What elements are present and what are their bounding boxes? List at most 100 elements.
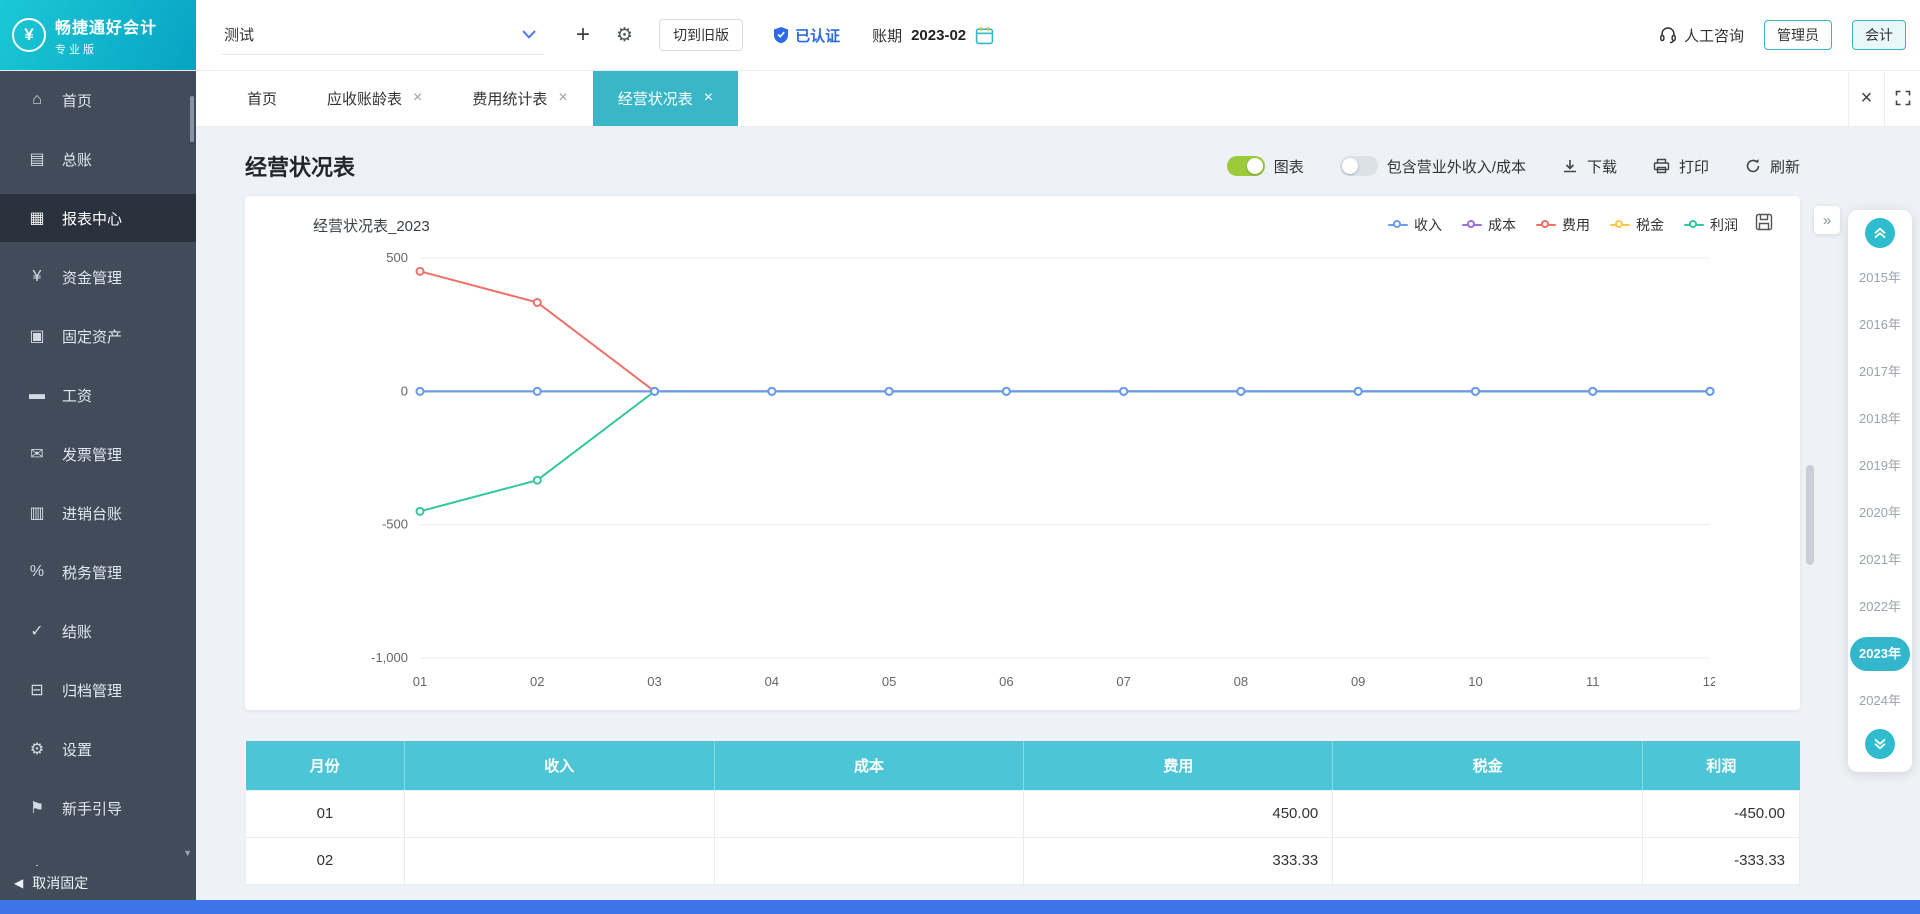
include-nonoperating-toggle[interactable]	[1339, 156, 1378, 176]
sidebar-item-inventory-ledger[interactable]: ▥ 进销台账	[0, 489, 196, 537]
legend-label: 税金	[1636, 217, 1664, 233]
year-item-2020[interactable]: 2020年	[1859, 505, 1901, 520]
svg-text:09: 09	[1351, 674, 1365, 689]
year-item-2022[interactable]: 2022年	[1859, 599, 1901, 614]
tab-list: 首页 应收账龄表 × 费用统计表 × 经营状况表 ×	[196, 70, 739, 126]
app-subtitle: 专业版	[55, 43, 97, 56]
sidebar-item-archive[interactable]: ⊟ 归档管理	[0, 666, 196, 714]
legend-item-税金[interactable]: 税金	[1610, 215, 1664, 235]
download-button[interactable]: 下载	[1562, 156, 1617, 177]
table-cell: 02	[245, 836, 405, 885]
gear-icon[interactable]: ⚙	[616, 24, 634, 46]
legend-label: 成本	[1488, 217, 1516, 233]
svg-text:500: 500	[386, 250, 408, 265]
legend-item-收入[interactable]: 收入	[1388, 215, 1442, 235]
main-scrollbar-thumb[interactable]	[1806, 465, 1814, 565]
fullscreen-icon	[1895, 90, 1910, 106]
sidebar-item-tax[interactable]: % 税务管理	[0, 548, 196, 596]
account-set-select[interactable]: 测试	[222, 15, 544, 55]
tab-label: 费用统计表	[472, 90, 548, 108]
year-item-2023[interactable]: 2023年	[1850, 637, 1910, 671]
fullscreen-button[interactable]	[1884, 70, 1920, 126]
sidebar-item-settings[interactable]: ⚙ 设置	[0, 725, 196, 773]
tab-close-icon[interactable]: ×	[413, 89, 423, 106]
svg-text:06: 06	[999, 674, 1013, 689]
legend-item-成本[interactable]: 成本	[1462, 215, 1516, 235]
collapse-left-icon: ◀	[14, 876, 24, 890]
year-item-2019[interactable]: 2019年	[1859, 458, 1901, 473]
sidebar-item-invoice[interactable]: ✉ 发票管理	[0, 430, 196, 478]
report-controls: 图表 包含营业外收入/成本 下载 打印 刷新	[1226, 156, 1800, 177]
year-item-2018[interactable]: 2018年	[1859, 411, 1901, 426]
tab-label: 经营状况表	[617, 90, 693, 108]
print-label: 打印	[1678, 158, 1709, 176]
table-header-cell: 税金	[1332, 741, 1644, 790]
legend-item-费用[interactable]: 费用	[1536, 215, 1590, 235]
sidebar-item-fixed-assets[interactable]: ▣ 固定资产	[0, 312, 196, 360]
year-jump-up-button[interactable]	[1865, 218, 1895, 248]
sidebar-item-label: 设置	[62, 741, 93, 759]
year-panel: 2015年 2016年 2017年 2018年 2019年 2020年 2021年 2022年…	[1848, 210, 1912, 772]
sidebar-item-report-center[interactable]: ▦ 报表中心	[0, 194, 196, 242]
tab-2[interactable]: 费用统计表 ×	[447, 70, 592, 126]
download-icon	[1563, 160, 1576, 173]
tab-close-icon[interactable]: ×	[703, 89, 714, 106]
app-title: 畅捷通好会计	[55, 19, 158, 37]
include-toggle-control: 包含营业外收入/成本	[1339, 156, 1526, 177]
table-header-row: 月份 收入 成本 费用 税金 利润	[245, 741, 1800, 790]
table-row: 02 333.33 -333.33	[245, 836, 1800, 885]
print-button[interactable]: 打印	[1653, 156, 1709, 177]
year-jump-down-button[interactable]	[1865, 729, 1895, 759]
archive-icon: ⊟	[30, 682, 44, 699]
year-item-2015[interactable]: 2015年	[1859, 270, 1901, 285]
include-toggle-label: 包含营业外收入/成本	[1386, 158, 1526, 176]
guide-icon: ⚑	[29, 800, 45, 817]
year-item-2021[interactable]: 2021年	[1859, 552, 1901, 567]
legend-marker-icon	[1610, 220, 1630, 230]
chart-legend: 收入 成本 费用 税金 利润	[1388, 215, 1738, 235]
sidebar-item-label: 税务管理	[62, 564, 123, 582]
year-item-2016[interactable]: 2016年	[1859, 317, 1901, 332]
invoice-icon: ✉	[30, 446, 44, 463]
sidebar-item-guide[interactable]: ⚑ 新手引导	[0, 784, 196, 832]
certified-badge[interactable]: 已认证	[773, 25, 840, 46]
sidebar-item-payroll[interactable]: ▬ 工资	[0, 371, 196, 419]
legend-item-利润[interactable]: 利润	[1684, 215, 1738, 235]
unpin-sidebar-button[interactable]: ◀ 取消固定	[0, 866, 196, 900]
tab-3[interactable]: 经营状况表 ×	[592, 70, 739, 126]
refresh-button[interactable]: 刷新	[1745, 156, 1800, 177]
chart-toggle-label: 图表	[1273, 158, 1304, 176]
year-item-2024[interactable]: 2024年	[1859, 693, 1901, 708]
calendar-icon[interactable]	[975, 26, 994, 45]
collapse-year-panel-button[interactable]: »	[1814, 206, 1840, 234]
chart-toggle-control: 图表	[1226, 156, 1304, 177]
role-button[interactable]: 会计	[1852, 20, 1906, 50]
support-link[interactable]: 人工咨询	[1659, 25, 1744, 46]
sidebar-item-closing[interactable]: ✓ 结账	[0, 607, 196, 655]
year-item-2017[interactable]: 2017年	[1859, 364, 1901, 379]
chart-toggle[interactable]	[1226, 156, 1265, 176]
sidebar-item-home[interactable]: ⌂ 首页	[0, 76, 196, 124]
app-logo: ¥ 畅捷通好会计 专业版	[0, 0, 196, 70]
tab-1[interactable]: 应收账龄表 ×	[302, 70, 447, 126]
home-icon: ⌂	[32, 91, 42, 108]
funds-icon: ¥	[32, 268, 42, 285]
period-value[interactable]: 2023-02	[911, 26, 967, 44]
switch-old-version-button[interactable]: 切到旧版	[659, 19, 744, 51]
close-all-tabs-button[interactable]: ×	[1848, 70, 1884, 126]
table-cell	[403, 836, 715, 885]
sidebar-scrollbar[interactable]	[190, 96, 194, 142]
legend-label: 收入	[1414, 217, 1442, 233]
sidebar-scroll-down-icon[interactable]: ▼	[183, 848, 192, 858]
sidebar-item-general-ledger[interactable]: ▤ 总账	[0, 135, 196, 183]
sidebar-item-label: 总账	[62, 151, 93, 169]
sidebar-item-funds[interactable]: ¥ 资金管理	[0, 253, 196, 301]
sidebar-item-label: 新手引导	[62, 800, 123, 818]
add-account-set-button[interactable]: +	[576, 21, 591, 48]
svg-text:02: 02	[530, 674, 544, 689]
tab-0[interactable]: 首页	[222, 70, 302, 126]
admin-button[interactable]: 管理员	[1764, 20, 1832, 50]
save-image-icon[interactable]	[1754, 212, 1774, 237]
tab-close-icon[interactable]: ×	[558, 89, 568, 106]
tab-label: 应收账龄表	[327, 90, 403, 108]
